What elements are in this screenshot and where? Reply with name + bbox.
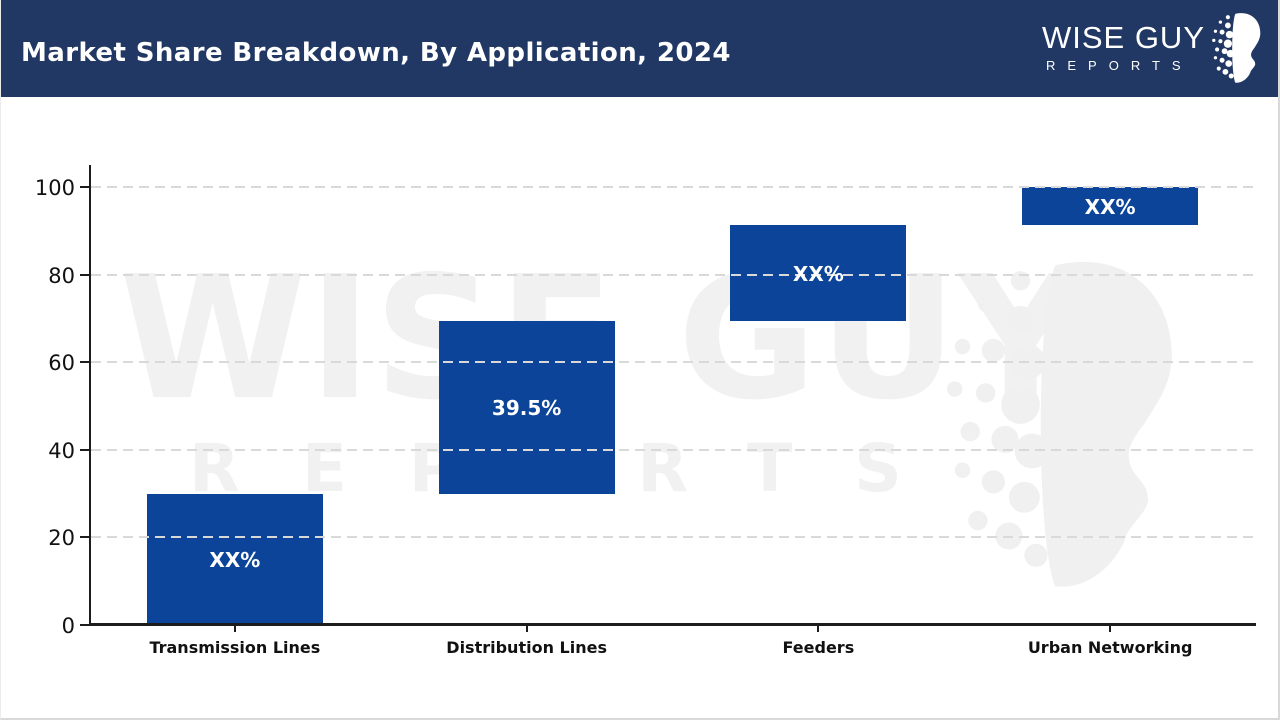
bar-0 bbox=[146, 493, 323, 625]
y-tick-label-80: 80 bbox=[48, 263, 75, 288]
y-tick-80 bbox=[80, 273, 89, 276]
logo-subtext: REPORTS bbox=[1045, 57, 1193, 73]
y-axis-line bbox=[89, 165, 91, 625]
y-tick-40 bbox=[80, 448, 89, 451]
header-bar: Market Share Breakdown, By Application, … bbox=[1, 0, 1278, 97]
x-tick-0 bbox=[233, 625, 236, 632]
y-tick-label-20: 20 bbox=[48, 526, 75, 551]
y-tick-label-40: 40 bbox=[48, 438, 75, 463]
bar-2 bbox=[730, 224, 907, 321]
x-category-label-1: Distribution Lines bbox=[446, 638, 607, 657]
plot-area: 0 20 40 60 80 100 XX% Transmission Lines 39.5% Di… bbox=[35, 165, 1256, 657]
bar-value-label-3: XX% bbox=[1084, 195, 1136, 219]
x-tick-2 bbox=[817, 625, 820, 632]
y-tick-label-60: 60 bbox=[48, 351, 75, 376]
bar-value-label-2: XX% bbox=[792, 261, 844, 286]
bar-value-label-1: 39.5% bbox=[491, 396, 562, 421]
logo-face-icon bbox=[1208, 7, 1266, 87]
y-tick-label-100: 100 bbox=[34, 176, 75, 201]
bar-value-label-0: XX% bbox=[209, 548, 261, 573]
y-tick-100 bbox=[80, 186, 89, 189]
bar-1 bbox=[438, 320, 615, 494]
x-tick-3 bbox=[1109, 625, 1112, 632]
x-category-label-2: Feeders bbox=[782, 638, 855, 657]
gridline-20 bbox=[91, 536, 1256, 539]
x-tick-1 bbox=[525, 625, 528, 632]
gridline-100 bbox=[91, 186, 1256, 189]
x-category-label-0: Transmission Lines bbox=[149, 638, 321, 657]
x-category-label-3: Urban Networking bbox=[1027, 638, 1193, 657]
logo-text: WISE GUY REPORTS bbox=[1041, 20, 1205, 73]
bar-3 bbox=[1022, 187, 1199, 225]
gridline-60 bbox=[91, 361, 1256, 364]
y-tick-0 bbox=[80, 624, 89, 626]
logo-wordmark: WISE GUY bbox=[1041, 20, 1205, 56]
gridline-40 bbox=[91, 448, 1256, 451]
wiseguy-logo: WISE GUY REPORTS bbox=[1042, 7, 1266, 87]
y-tick-20 bbox=[80, 536, 89, 539]
y-tick-60 bbox=[80, 361, 89, 364]
y-tick-label-0: 0 bbox=[61, 614, 75, 638]
x-axis-line bbox=[89, 623, 1256, 626]
chart-title: Market Share Breakdown, By Application, … bbox=[21, 37, 731, 68]
gridline-80 bbox=[91, 273, 1256, 276]
